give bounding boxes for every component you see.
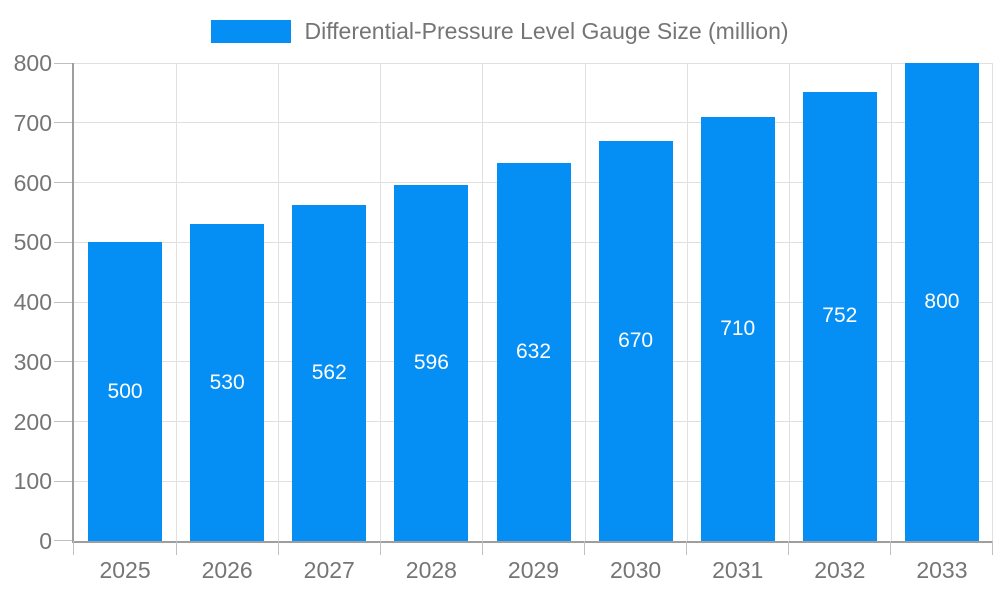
x-axis-label: 2030: [610, 557, 662, 583]
x-axis-label: 2031: [712, 557, 764, 583]
x-axis-line: [72, 541, 993, 543]
y-axis-label: 100: [13, 468, 52, 495]
bar-value-label: 632: [515, 340, 552, 364]
y-axis-label: 700: [13, 109, 52, 136]
y-axis-label: 300: [13, 348, 52, 375]
chart-legend: Differential-Pressure Level Gauge Size (…: [0, 18, 1000, 45]
x-axis-label: 2027: [303, 557, 355, 583]
y-axis-label: 200: [13, 408, 52, 435]
y-axis-tick: [54, 540, 72, 541]
x-gridline: [584, 63, 586, 541]
y-gridline: [74, 122, 993, 124]
x-gridline: [788, 63, 790, 541]
x-axis-label: 2028: [405, 557, 457, 583]
y-axis-tick: [54, 241, 72, 243]
bar-value-label: 562: [311, 361, 347, 385]
bar: 800: [904, 63, 979, 541]
bar: 596: [394, 184, 469, 541]
y-axis-tick: [54, 361, 72, 363]
x-axis-tick: [175, 541, 177, 555]
y-axis-tick: [54, 182, 72, 183]
x-axis-label: 2026: [201, 557, 253, 583]
bar-value-label: 530: [209, 370, 245, 394]
plot-area: 500 530 562 596 632 670 710 752 800: [54, 63, 993, 555]
x-axis-label: 2025: [99, 557, 151, 583]
x-axis-tick: [277, 541, 279, 555]
x-gridline: [992, 63, 993, 541]
y-axis-tick: [54, 480, 72, 482]
y-axis-tick: [54, 301, 72, 303]
bar-value-label: 800: [924, 290, 960, 313]
bar: 562: [292, 205, 367, 541]
x-gridline: [380, 63, 382, 541]
bar: 530: [190, 224, 265, 541]
bar: 500: [88, 242, 163, 541]
bar: 670: [598, 140, 673, 541]
y-axis-line: [72, 63, 74, 541]
bar: 710: [700, 116, 775, 541]
y-axis-tick: [54, 421, 72, 422]
y-axis-tick: [54, 63, 72, 64]
x-axis-tick: [686, 541, 688, 555]
x-axis-tick: [992, 541, 993, 555]
y-axis-label: 400: [13, 289, 52, 315]
bar-value-label: 710: [720, 316, 756, 340]
x-axis-tick: [72, 541, 74, 555]
x-axis-tick: [584, 541, 586, 555]
y-gridline: [74, 63, 993, 64]
bar: 632: [496, 163, 571, 541]
x-axis-tick: [890, 541, 892, 555]
x-axis-tick: [788, 541, 790, 555]
x-axis-label: 2029: [507, 557, 560, 583]
bar-value-label: 500: [107, 379, 143, 403]
x-gridline: [482, 63, 484, 541]
x-axis-tick: [481, 541, 483, 555]
bar-value-label: 596: [413, 350, 449, 374]
x-gridline: [176, 63, 178, 541]
legend-label: Differential-Pressure Level Gauge Size (…: [304, 18, 789, 44]
bar-value-label: 670: [618, 328, 654, 352]
y-axis-label: 500: [13, 229, 52, 256]
x-gridline: [278, 63, 280, 541]
bar: 752: [802, 91, 877, 541]
y-axis-tick: [54, 122, 72, 124]
bar-value-label: 752: [822, 304, 858, 328]
legend-swatch: [211, 20, 292, 43]
y-axis-label: 0: [39, 528, 52, 554]
x-axis-label: 2033: [916, 557, 968, 583]
x-axis-label: 2032: [814, 557, 866, 583]
y-axis-label: 800: [13, 50, 52, 76]
x-axis-tick: [379, 541, 381, 555]
y-axis-label: 600: [13, 169, 52, 196]
x-gridline: [890, 63, 892, 541]
x-gridline: [686, 63, 688, 541]
